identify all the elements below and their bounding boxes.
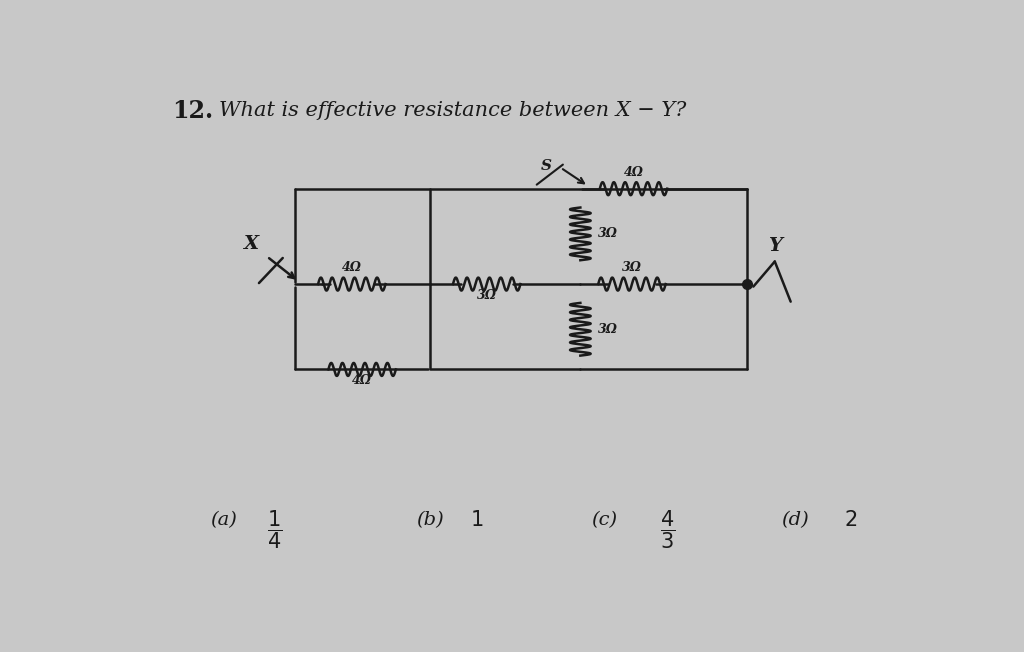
Text: S: S bbox=[541, 158, 552, 173]
Text: (b): (b) bbox=[416, 511, 443, 529]
Text: $\dfrac{1}{4}$: $\dfrac{1}{4}$ bbox=[267, 509, 283, 552]
Text: Y: Y bbox=[768, 237, 781, 256]
Text: What is effective resistance between X − Y?: What is effective resistance between X −… bbox=[219, 101, 687, 121]
Text: 3Ω: 3Ω bbox=[622, 261, 642, 274]
Text: 3Ω: 3Ω bbox=[477, 289, 497, 302]
Text: (c): (c) bbox=[591, 511, 617, 529]
Text: 3Ω: 3Ω bbox=[598, 228, 617, 241]
Text: $2$: $2$ bbox=[844, 510, 857, 530]
Text: $\dfrac{4}{3}$: $\dfrac{4}{3}$ bbox=[660, 509, 675, 552]
Text: X: X bbox=[244, 235, 259, 253]
Text: 4Ω: 4Ω bbox=[352, 374, 372, 387]
Text: 4Ω: 4Ω bbox=[342, 261, 361, 274]
Text: 4Ω: 4Ω bbox=[624, 166, 643, 179]
Text: $1$: $1$ bbox=[470, 510, 484, 530]
Text: 12.: 12. bbox=[172, 99, 213, 123]
Text: (d): (d) bbox=[780, 511, 809, 529]
Text: (a): (a) bbox=[210, 511, 237, 529]
Text: 3Ω: 3Ω bbox=[598, 323, 617, 336]
